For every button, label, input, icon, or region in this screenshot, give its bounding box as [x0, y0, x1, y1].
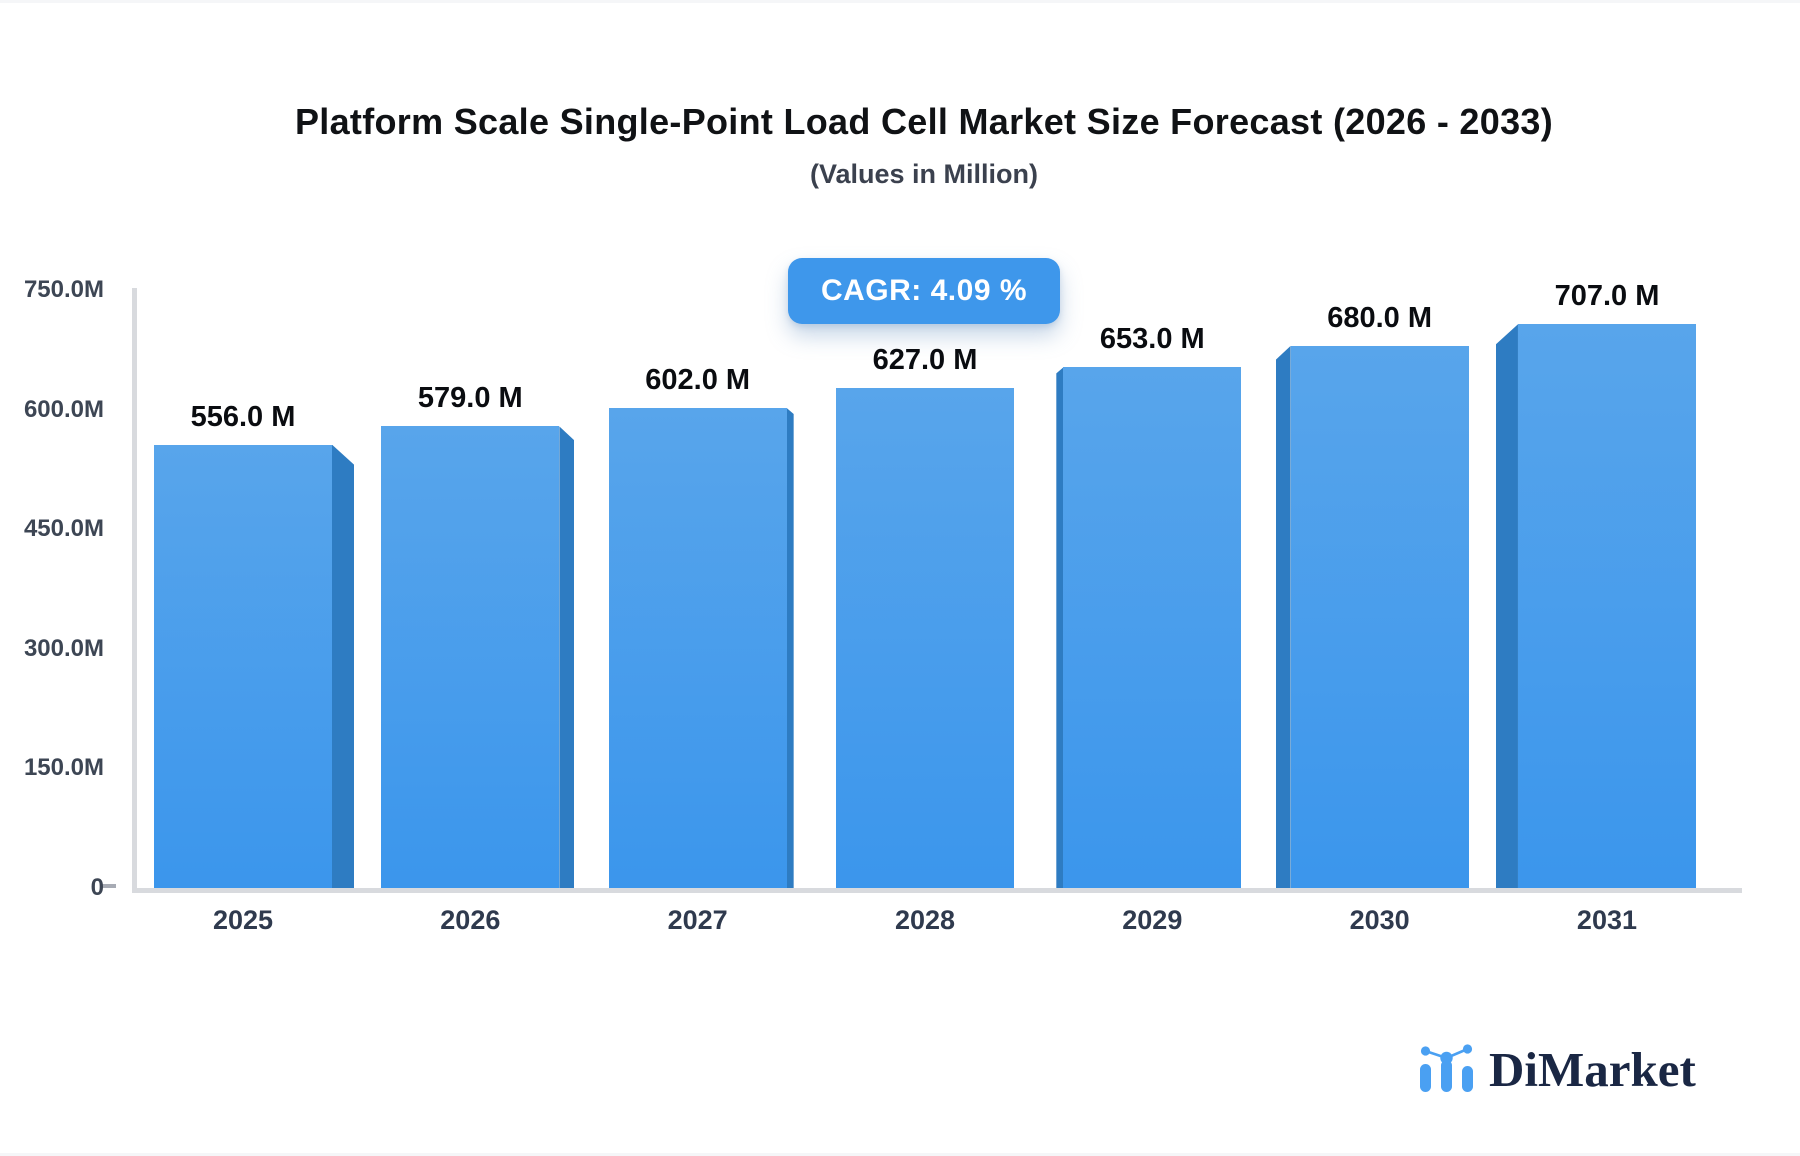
x-axis-tick-label: 2028 — [894, 905, 956, 935]
y-axis-line — [132, 288, 137, 893]
brand-name: DiMarket — [1489, 1041, 1696, 1097]
x-axis-tick-label: 2031 — [1576, 905, 1637, 935]
bar-side-face — [1056, 367, 1064, 888]
brand-logo: DiMarket — [1420, 1041, 1696, 1097]
bar-value-label: 627.0 M — [872, 344, 978, 377]
bar-value-label: 579.0 M — [417, 382, 523, 415]
x-axis-tick-label: 2026 — [440, 905, 501, 935]
x-axis-tick-label: 2030 — [1349, 905, 1410, 935]
chart-subtitle: (Values in Million) — [809, 159, 1039, 189]
bar-value-label: 653.0 M — [1099, 323, 1205, 356]
bar[interactable] — [154, 444, 332, 888]
chart-header: Platform Scale Single-Point Load Cell Ma… — [0, 3, 1800, 190]
y-axis-tick-label: 600.0M — [23, 395, 104, 423]
cagr-badge: CAGR: 4.09 % — [788, 258, 1060, 324]
bar-value-label: 707.0 M — [1554, 280, 1660, 313]
x-axis-tick-label: 2027 — [667, 905, 728, 935]
bar[interactable] — [835, 388, 1014, 888]
bar[interactable] — [1063, 367, 1242, 888]
zero-tick-mark — [101, 884, 116, 888]
chart-title: Platform Scale Single-Point Load Cell Ma… — [294, 101, 1553, 142]
y-axis-tick-label: 0 — [90, 874, 104, 901]
x-axis-line — [132, 888, 1742, 893]
bar-side-face — [1275, 345, 1291, 888]
bar-side-face — [1495, 324, 1518, 888]
y-axis-tick-label: 450.0M — [23, 515, 104, 543]
bar-value-label: 602.0 M — [645, 364, 751, 396]
y-axis-tick-label: 750.0M — [23, 276, 104, 303]
x-axis-tick-label: 2025 — [212, 905, 274, 935]
bar-value-label: 556.0 M — [190, 400, 296, 433]
bar[interactable] — [1290, 345, 1469, 888]
bar[interactable] — [381, 426, 560, 888]
bar-side-face — [559, 426, 575, 888]
bar[interactable] — [1517, 324, 1696, 888]
mini-bar-line-chart-icon — [1420, 1044, 1473, 1092]
x-axis-tick-label: 2029 — [1122, 905, 1183, 935]
bar-side-face — [786, 408, 794, 888]
bar[interactable] — [608, 408, 787, 888]
bar-value-label: 680.0 M — [1327, 301, 1433, 334]
y-axis-tick-label: 150.0M — [23, 754, 104, 782]
bar-side-face — [332, 444, 354, 888]
y-axis-tick-label: 300.0M — [23, 634, 104, 662]
